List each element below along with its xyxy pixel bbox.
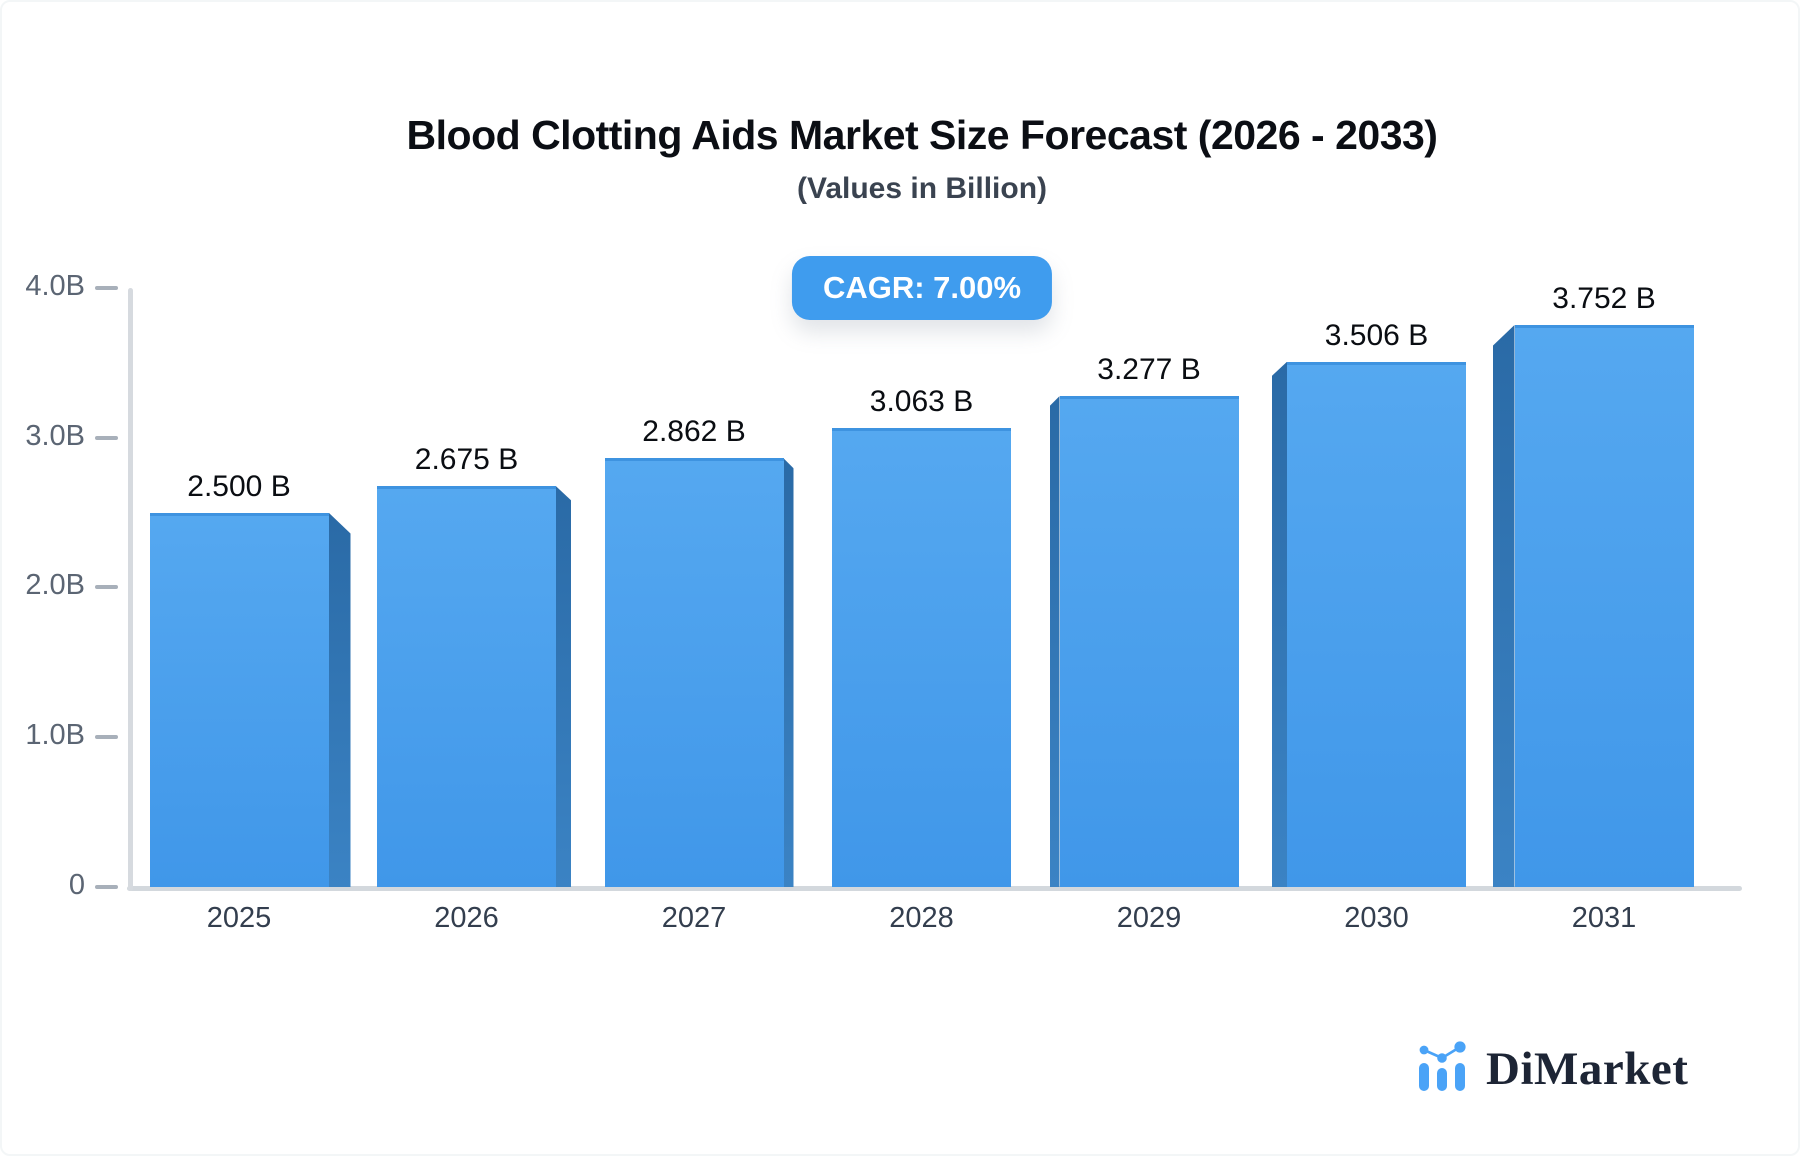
- bar-2026: [377, 486, 556, 887]
- bar-3d-side-2027: [783, 458, 794, 887]
- bar-value-label: 2.862 B: [642, 415, 746, 449]
- x-axis-label-2031: 2031: [1571, 902, 1637, 934]
- y-tick-dash: [95, 885, 118, 889]
- x-axis-label-2029: 2029: [1116, 902, 1182, 934]
- bar-value-label: 3.277 B: [1097, 353, 1201, 387]
- x-axis-label-2026: 2026: [434, 902, 499, 934]
- chart-subtitle: (Values in Billion): [796, 172, 1048, 205]
- logo-bar-chart-trend-icon: [1416, 1040, 1472, 1098]
- bar-value-label: 3.506 B: [1324, 318, 1429, 352]
- y-tick-label: 3.0B: [25, 419, 85, 452]
- y-axis-line: [128, 288, 133, 891]
- y-tick-dash: [95, 585, 118, 590]
- x-axis-label-2025: 2025: [206, 902, 272, 934]
- y-tick-label: 2.0B: [25, 569, 85, 602]
- bar-3d-side-2029: [1049, 396, 1060, 887]
- bar-value-label: 2.500 B: [187, 469, 291, 503]
- bar-2028: [832, 428, 1011, 887]
- bar-2030: [1287, 361, 1466, 887]
- bar-2031: [1514, 324, 1694, 887]
- cagr-badge: CAGR: 7.00%: [791, 256, 1053, 320]
- bar-3d-side-2025: [328, 512, 351, 887]
- bar-2027: [604, 458, 784, 887]
- brand-logo-text: DiMarket: [1486, 1043, 1689, 1095]
- bar-2025: [149, 512, 329, 887]
- bar-value-label: 3.752 B: [1552, 281, 1656, 315]
- x-axis-line: [127, 886, 1742, 891]
- y-tick-dash: [95, 435, 118, 440]
- y-tick-dash: [95, 285, 118, 290]
- bar-3d-side-2026: [556, 486, 571, 887]
- y-tick-label: 4.0B: [25, 269, 85, 302]
- y-tick-label: 1.0B: [25, 719, 85, 752]
- chart-title: Blood Clotting Aids Market Size Forecast…: [406, 112, 1438, 158]
- y-tick-label: 0: [68, 869, 85, 901]
- x-axis-label-2027: 2027: [661, 902, 727, 934]
- bar-2029: [1059, 396, 1239, 887]
- bar-3d-side-2030: [1272, 361, 1287, 887]
- x-axis-label-2030: 2030: [1344, 902, 1409, 934]
- bar-3d-side-2031: [1492, 324, 1515, 887]
- brand-logo: DiMarket: [1416, 1038, 1688, 1100]
- bar-value-label: 3.063 B: [869, 385, 974, 419]
- y-tick-dash: [95, 735, 118, 740]
- x-axis-label-2028: 2028: [889, 902, 954, 934]
- bar-value-label: 2.675 B: [414, 443, 519, 477]
